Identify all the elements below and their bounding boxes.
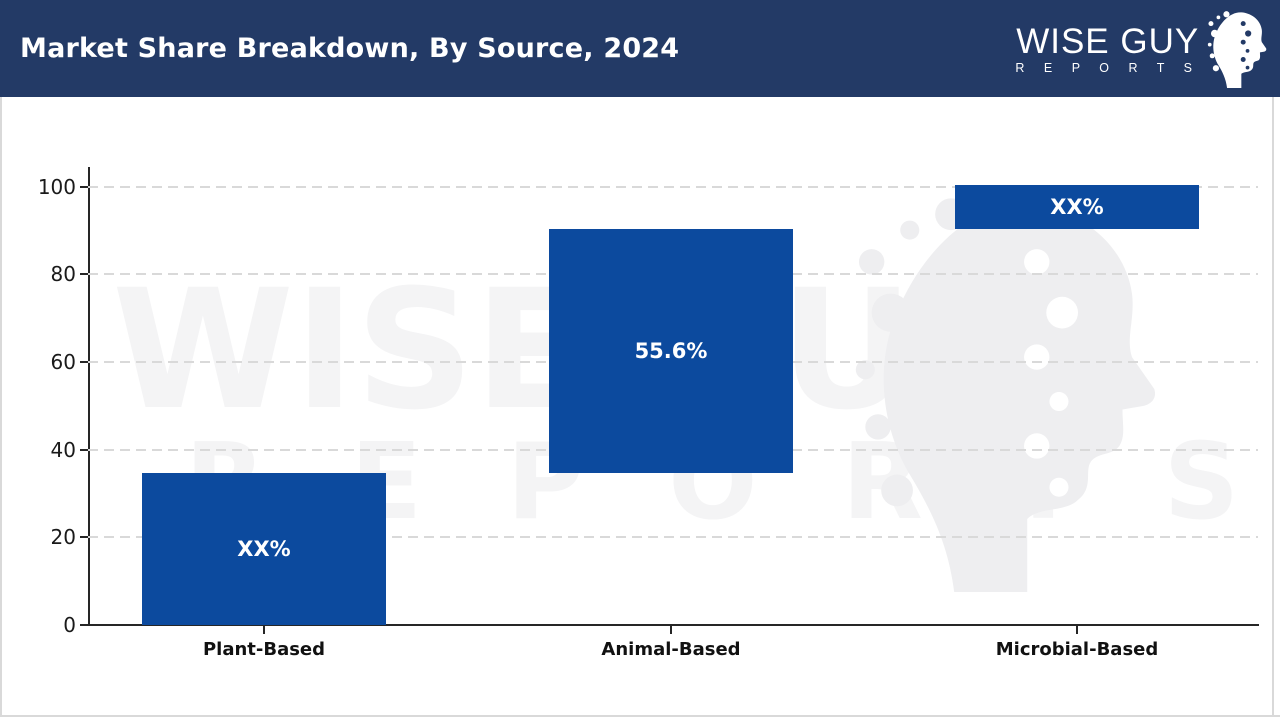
logo-text: WISE GUY R E P O R T S	[1015, 24, 1200, 75]
y-tick-label-80: 80	[50, 262, 76, 287]
logo-wordmark: WISE GUY	[1016, 21, 1200, 61]
x-tick-mark-plant-based	[263, 626, 265, 634]
x-tick-label-animal-based: Animal-Based	[601, 639, 741, 660]
bar-value-label-animal-based: 55.6%	[634, 339, 708, 364]
y-tick-label-100: 100	[37, 174, 76, 199]
y-tick-mark-80	[80, 273, 88, 276]
logo-face-icon	[1207, 11, 1267, 89]
gridline-100	[88, 185, 1258, 188]
y-tick-label-40: 40	[50, 437, 76, 462]
y-tick-mark-20	[80, 536, 88, 539]
y-tick-label-20: 20	[50, 525, 76, 550]
wise-guy-logo: WISE GUY R E P O R T S	[1015, 6, 1268, 92]
x-tick-label-microbial-based: Microbial-Based	[995, 639, 1159, 660]
y-axis-spine	[88, 167, 90, 626]
x-axis-spine	[88, 624, 1259, 626]
y-tick-mark-60	[80, 361, 88, 363]
bar-value-label-microbial-based: XX%	[1050, 195, 1104, 220]
card-border-bottom	[0, 715, 1280, 717]
x-tick-mark-microbial-based	[1076, 626, 1078, 634]
y-tick-mark-40	[80, 448, 88, 451]
card-border-right	[1272, 97, 1274, 717]
logo-subtitle: R E P O R T S	[1015, 60, 1200, 75]
y-tick-label-60: 60	[50, 350, 76, 374]
bar-segment-plant-based: XX%	[142, 472, 386, 625]
bar-segment-animal-based: 55.6%	[549, 229, 793, 473]
page-title: Market Share Breakdown, By Source, 2024	[20, 33, 680, 64]
y-tick-mark-100	[80, 185, 88, 188]
bar-value-label-plant-based: XX%	[237, 536, 291, 561]
header-band: Market Share Breakdown, By Source, 2024 …	[0, 0, 1280, 97]
x-tick-label-plant-based: Plant-Based	[202, 639, 326, 660]
y-tick-mark-0	[80, 624, 88, 626]
y-tick-label-0: 0	[63, 613, 76, 637]
card-border-left	[0, 97, 2, 717]
x-tick-mark-animal-based	[670, 626, 672, 634]
bar-segment-microbial-based: XX%	[955, 185, 1199, 230]
gridline-20	[88, 536, 1258, 539]
